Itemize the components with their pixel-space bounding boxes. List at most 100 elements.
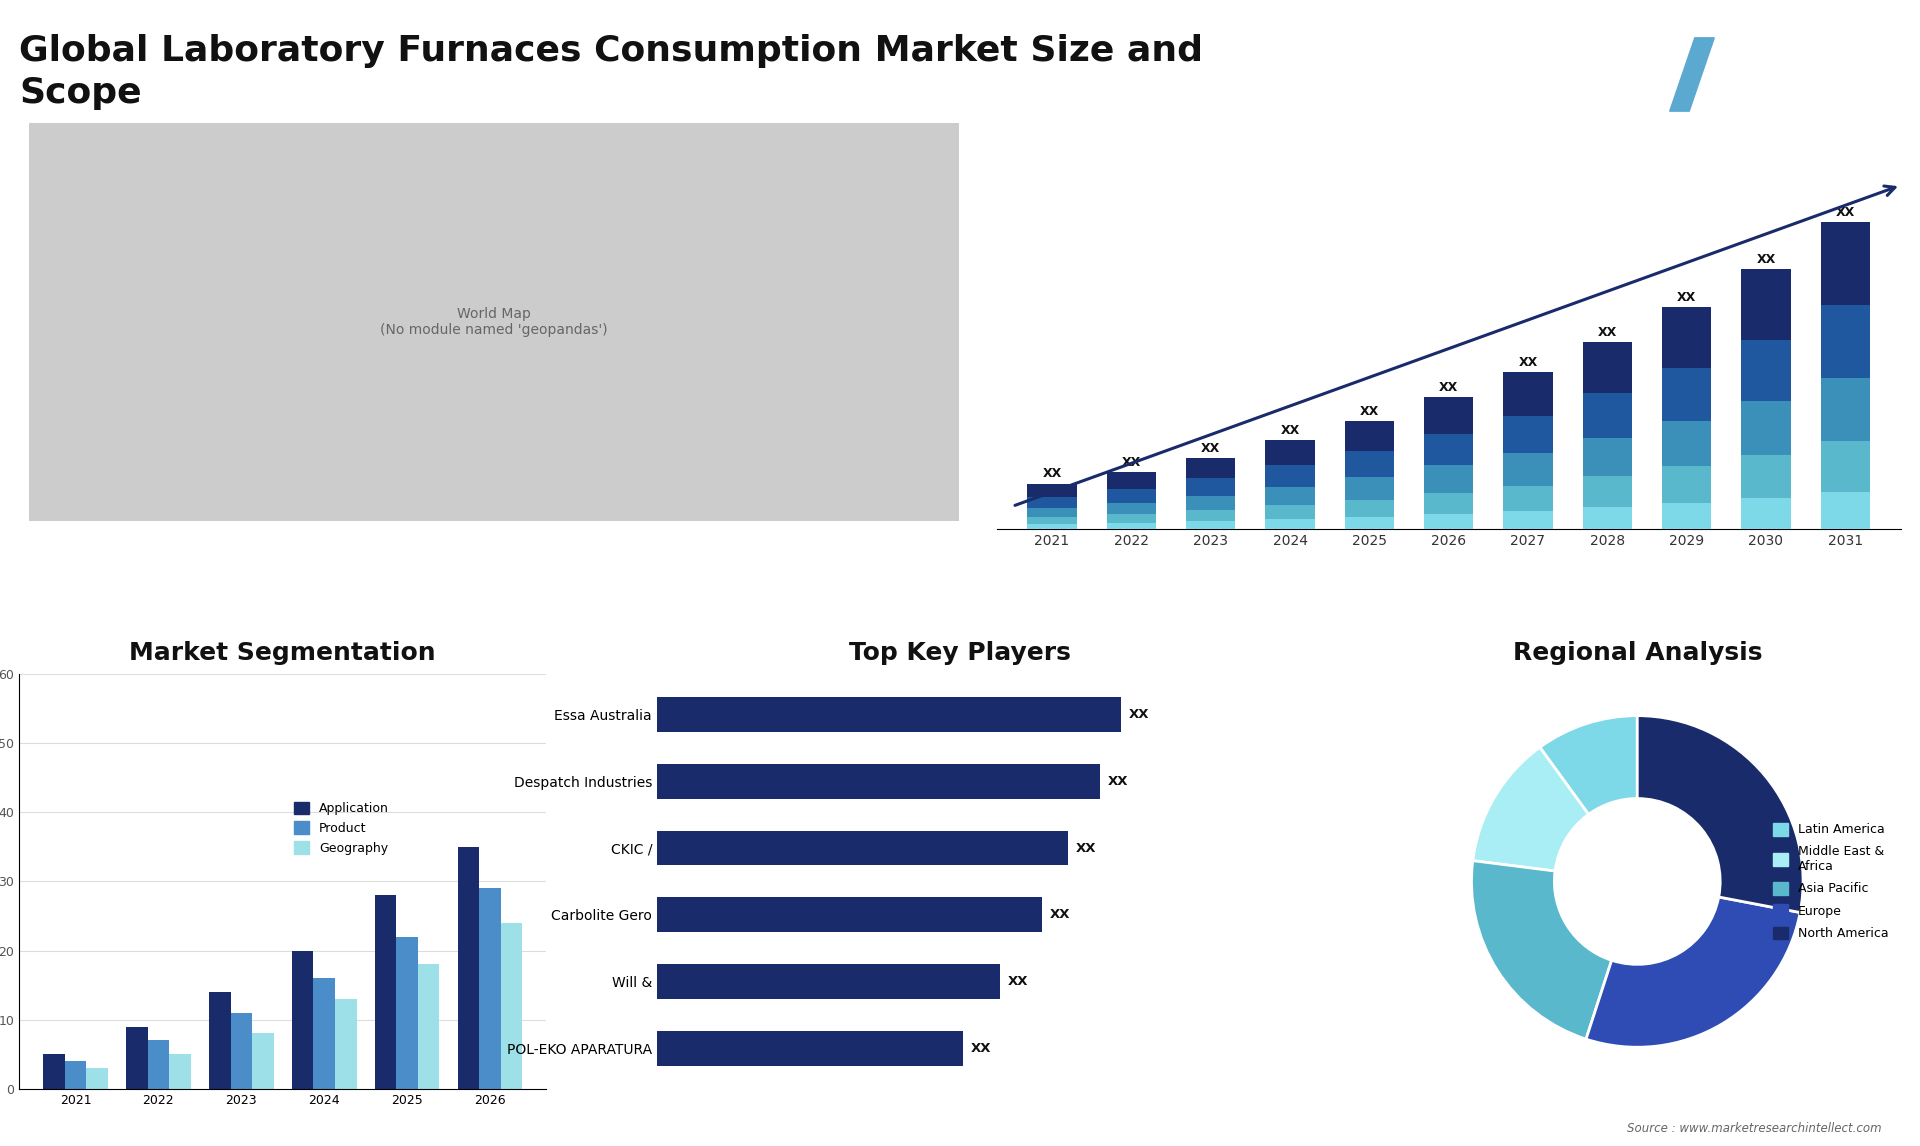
Bar [1582, 393, 1632, 438]
Bar [1425, 434, 1473, 465]
Bar [86, 1068, 108, 1089]
Text: XX: XX [1108, 775, 1129, 787]
Bar [1582, 438, 1632, 477]
Text: XX: XX [1438, 382, 1459, 394]
Wedge shape [1586, 897, 1801, 1047]
Bar [657, 964, 1000, 999]
Legend: Latin America, Middle East &
Africa, Asia Pacific, Europe, North America: Latin America, Middle East & Africa, Asi… [1768, 818, 1893, 945]
Bar [1503, 453, 1553, 486]
Text: XX: XX [1075, 841, 1096, 855]
Bar [1741, 339, 1791, 401]
Bar [1187, 458, 1235, 478]
Bar [127, 1027, 148, 1089]
Bar [1503, 511, 1553, 529]
Bar [1106, 488, 1156, 503]
Bar [42, 1054, 65, 1089]
Bar [1187, 521, 1235, 529]
Text: XX: XX [1202, 442, 1221, 455]
Bar [292, 950, 313, 1089]
Bar [1503, 416, 1553, 453]
Bar [1741, 268, 1791, 339]
Bar [1582, 477, 1632, 507]
Text: World Map
(No module named 'geopandas'): World Map (No module named 'geopandas') [380, 307, 609, 337]
Bar [1344, 421, 1394, 452]
Bar [169, 1054, 190, 1089]
Title: Top Key Players: Top Key Players [849, 642, 1071, 666]
Polygon shape [1640, 38, 1684, 111]
Bar [1663, 368, 1711, 421]
Bar [374, 895, 396, 1089]
Bar [1582, 507, 1632, 529]
Bar [1265, 519, 1315, 529]
Wedge shape [1473, 747, 1588, 871]
Bar [1663, 421, 1711, 466]
Bar [334, 999, 357, 1089]
Bar [1820, 305, 1870, 378]
Bar [1425, 398, 1473, 434]
Bar [657, 831, 1068, 865]
Wedge shape [1540, 715, 1638, 815]
FancyBboxPatch shape [29, 123, 960, 520]
Title: Regional Analysis: Regional Analysis [1513, 642, 1763, 666]
Bar [148, 1041, 169, 1089]
Text: Global Laboratory Furnaces Consumption Market Size and
Scope: Global Laboratory Furnaces Consumption M… [19, 34, 1204, 110]
Bar [657, 1031, 962, 1066]
Bar [209, 992, 230, 1089]
Text: XX: XX [1836, 206, 1855, 219]
Text: XX: XX [1757, 252, 1776, 266]
Bar [230, 1013, 252, 1089]
Bar [480, 888, 501, 1089]
Bar [1265, 504, 1315, 519]
Bar [252, 1034, 275, 1089]
Bar [1741, 497, 1791, 529]
Bar [313, 979, 334, 1089]
Bar [1027, 484, 1077, 496]
Bar [501, 923, 522, 1089]
Bar [65, 1061, 86, 1089]
Bar [657, 697, 1121, 731]
Bar [1265, 465, 1315, 487]
Text: XX: XX [1129, 708, 1150, 721]
Bar [1503, 486, 1553, 511]
Text: XX: XX [1281, 424, 1300, 437]
Bar [1265, 440, 1315, 465]
Polygon shape [1670, 38, 1715, 111]
Bar [1344, 517, 1394, 529]
Bar [1027, 517, 1077, 524]
Bar [1663, 466, 1711, 503]
Text: XX: XX [1043, 468, 1062, 480]
Bar [1820, 222, 1870, 305]
Bar [1344, 452, 1394, 478]
Text: XX: XX [1008, 975, 1027, 988]
Bar [657, 763, 1100, 799]
Bar [1582, 342, 1632, 393]
Bar [1425, 513, 1473, 529]
Bar [1106, 513, 1156, 523]
Text: XX: XX [1121, 456, 1140, 470]
Bar [1106, 472, 1156, 488]
Text: XX: XX [1050, 909, 1069, 921]
Bar [1741, 455, 1791, 497]
Bar [1106, 523, 1156, 529]
Bar [1106, 503, 1156, 513]
Text: XX: XX [1359, 405, 1379, 417]
Bar [1027, 508, 1077, 517]
Legend: Application, Product, Geography: Application, Product, Geography [290, 796, 394, 860]
Bar [1820, 378, 1870, 441]
Bar [1344, 478, 1394, 500]
Bar [1820, 492, 1870, 529]
Text: XX: XX [970, 1042, 991, 1055]
Bar [1503, 372, 1553, 416]
Bar [1344, 500, 1394, 517]
Bar [1187, 496, 1235, 510]
Text: XX: XX [1519, 356, 1538, 369]
Bar [396, 936, 419, 1089]
Bar [1265, 487, 1315, 504]
Bar [419, 964, 440, 1089]
Wedge shape [1638, 715, 1803, 912]
Bar [1187, 478, 1235, 496]
Text: Source : www.marketresearchintellect.com: Source : www.marketresearchintellect.com [1626, 1122, 1882, 1135]
Bar [1820, 441, 1870, 492]
Bar [1027, 496, 1077, 508]
Text: XX: XX [1597, 325, 1617, 338]
